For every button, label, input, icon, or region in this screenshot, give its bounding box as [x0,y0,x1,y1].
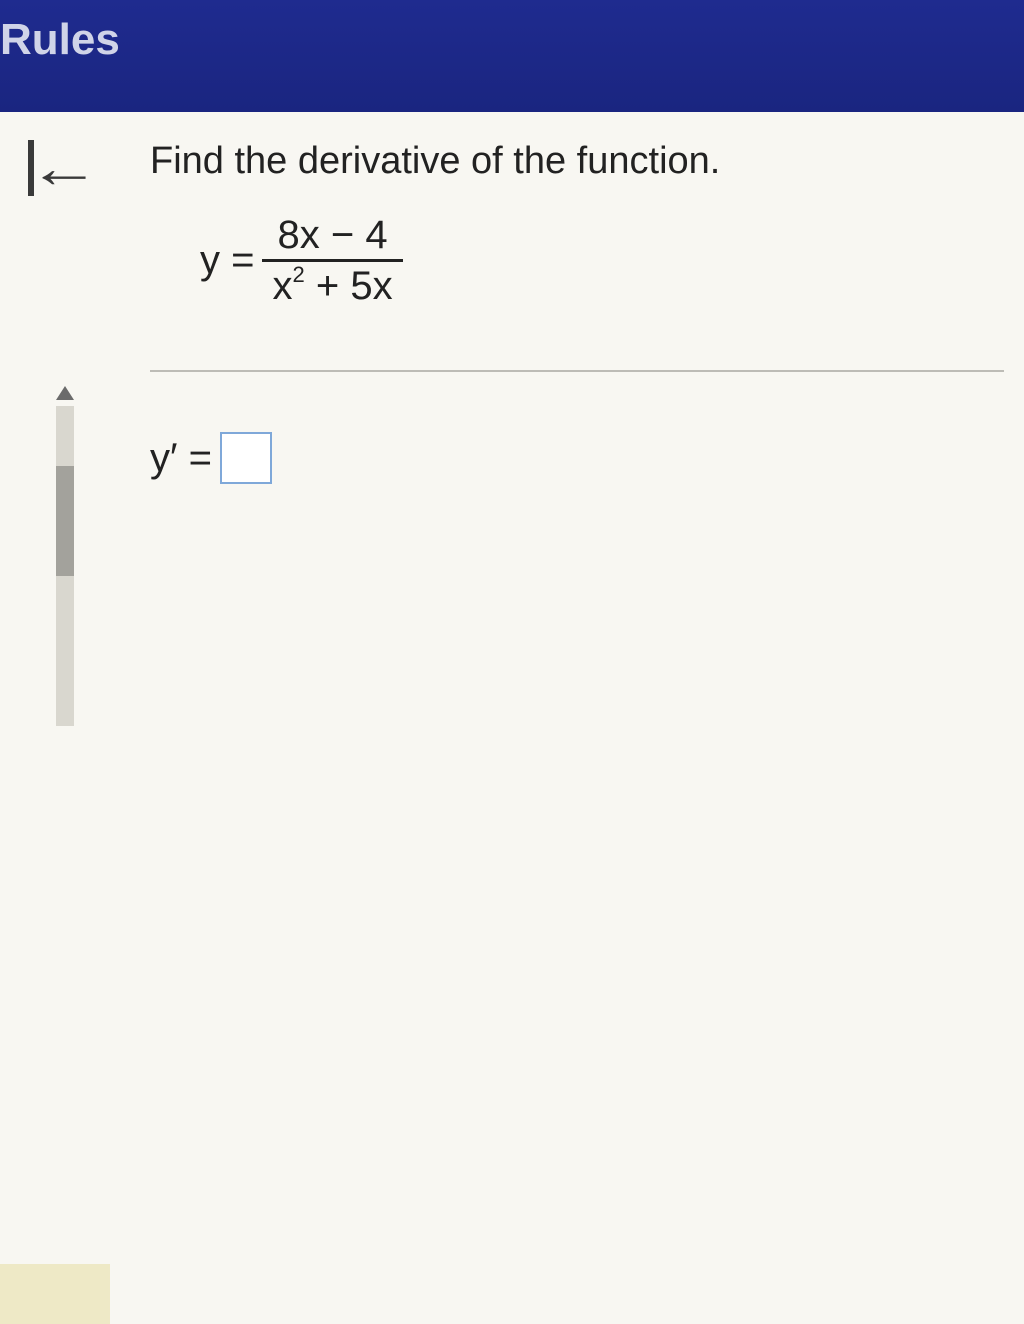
scroll-up-arrow-icon[interactable] [56,386,74,400]
header-bar: Rules [0,0,1024,112]
content-area: Find the derivative of the function. y =… [130,112,1024,1324]
equation-lhs: y = [200,238,254,283]
page-root: Rules ← Find the derivative of the funct… [0,0,1024,1324]
arrow-left-icon: ← [28,140,101,196]
scroll-track[interactable] [56,406,74,726]
answer-lhs: y′ = [150,436,212,481]
header-title: Rules [0,15,120,64]
den-post: + 5x [305,264,393,308]
fraction-numerator: 8x − 4 [267,211,397,259]
equation-fraction: 8x − 4 x2 + 5x [262,211,402,310]
section-divider [150,370,1004,372]
scroll-thumb[interactable] [56,466,74,576]
body-area: ← Find the derivative of the function. y… [0,112,1024,1324]
collapse-panel-button[interactable]: ← [28,140,92,196]
vertical-scrollbar[interactable] [52,386,78,726]
den-pre: x [272,264,292,308]
question-equation: y = 8x − 4 x2 + 5x [200,211,1004,310]
question-prompt: Find the derivative of the function. [150,140,1004,183]
left-column: ← [0,112,130,1324]
den-exponent: 2 [292,262,304,287]
answer-input[interactable] [220,432,272,484]
answer-row: y′ = [150,432,1004,484]
bottom-left-highlight [0,1264,110,1324]
fraction-denominator: x2 + 5x [262,262,402,310]
